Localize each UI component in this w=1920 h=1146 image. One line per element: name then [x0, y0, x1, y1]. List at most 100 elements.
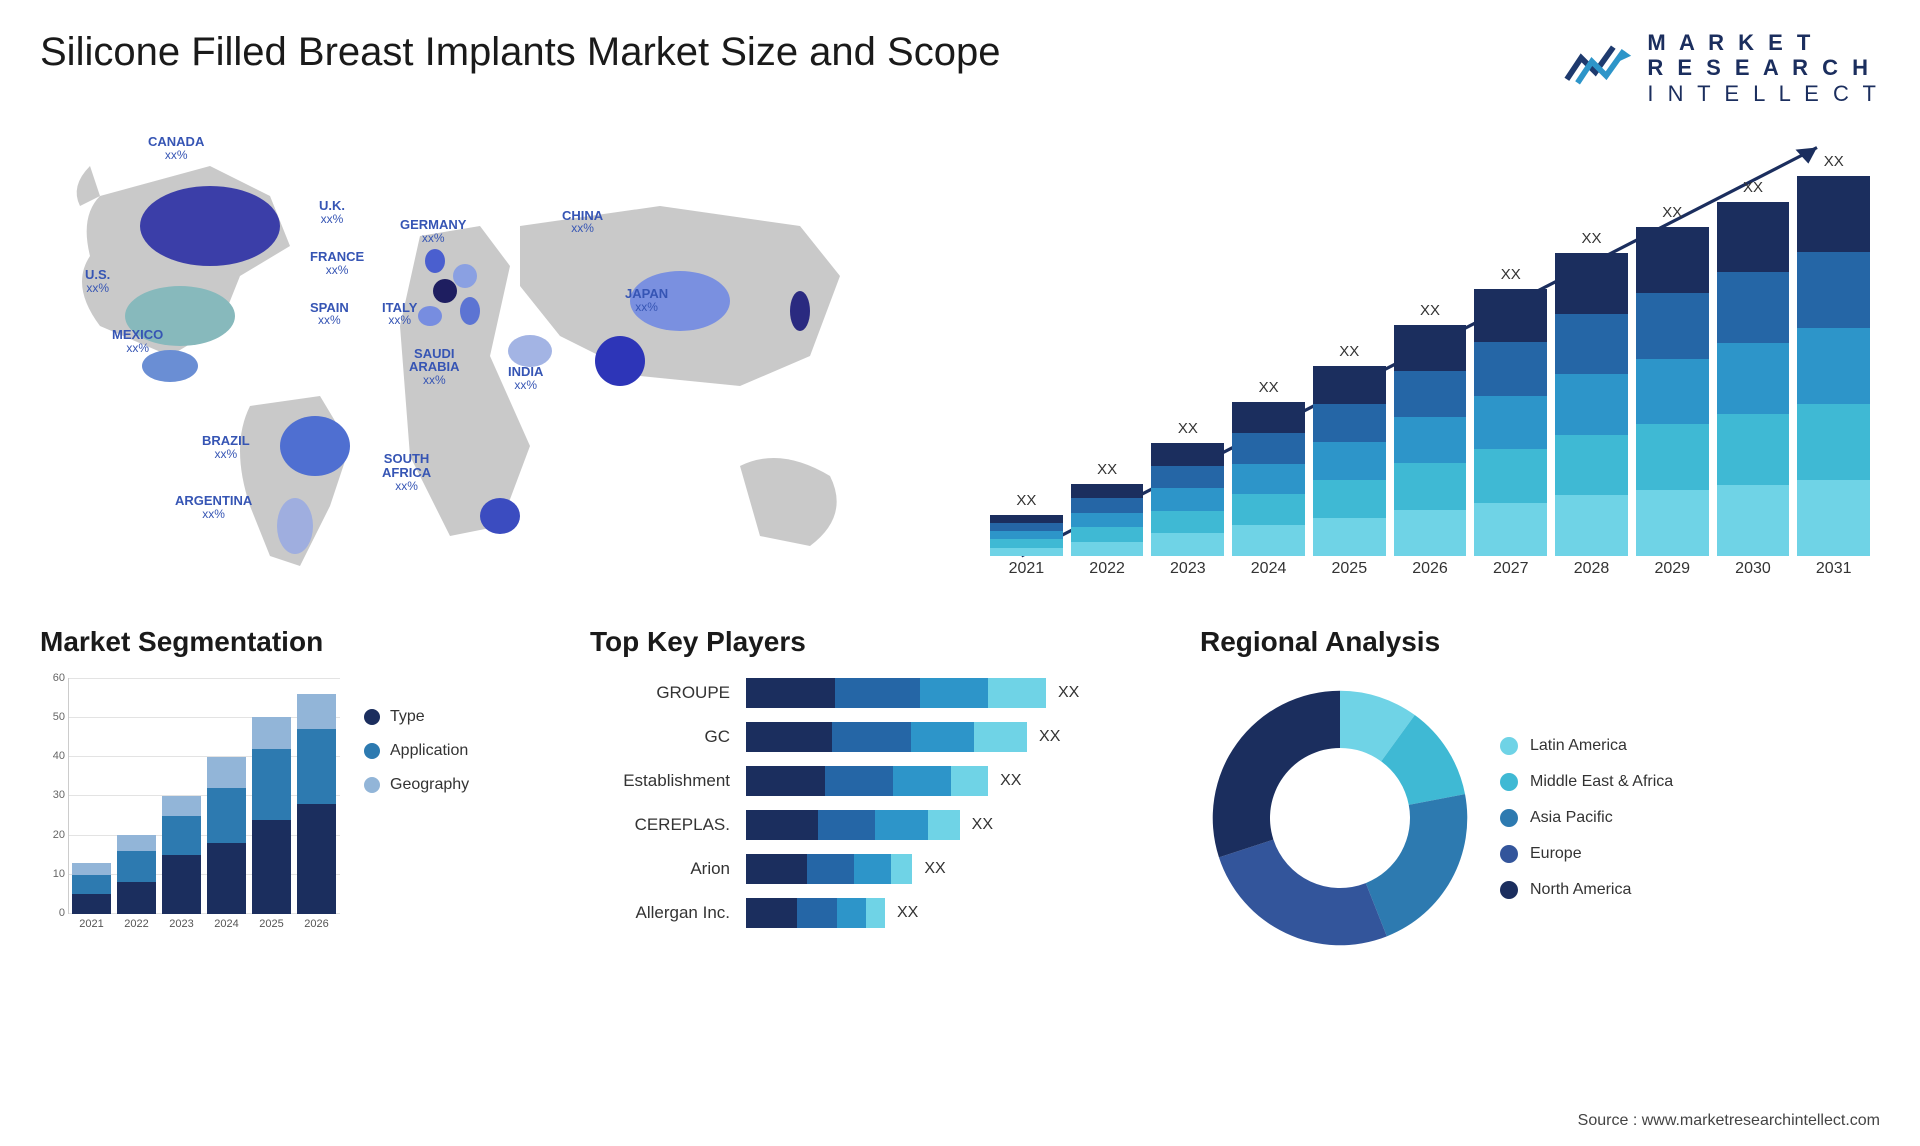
map-label-saudi-arabia: SAUDIARABIAxx%: [409, 347, 460, 387]
seg-bar-2022: [117, 835, 156, 914]
growth-chart: XXXXXXXXXXXXXXXXXXXXXX 20212022202320242…: [980, 126, 1880, 586]
map-label-brazil: BRAZILxx%: [202, 434, 250, 460]
seg-ytick: 30: [41, 789, 65, 801]
player-value: XX: [1000, 772, 1021, 790]
logo-text-2: R E S E A R C H: [1647, 55, 1880, 80]
growth-xlabel: 2028: [1555, 560, 1628, 586]
player-label: GC: [590, 722, 730, 752]
world-map-panel: CANADAxx%U.S.xx%MEXICOxx%BRAZILxx%ARGENT…: [40, 126, 940, 586]
seg-legend-item: Type: [364, 708, 469, 726]
map-country-japan: [790, 291, 810, 331]
segmentation-panel: Market Segmentation 0102030405060 202120…: [40, 626, 540, 958]
donut-legend-item: North America: [1500, 881, 1673, 899]
brand-logo: M A R K E T R E S E A R C H I N T E L L …: [1563, 30, 1880, 106]
legend-dot-icon: [364, 743, 380, 759]
donut-legend-item: Middle East & Africa: [1500, 773, 1673, 791]
player-value: XX: [1039, 728, 1060, 746]
growth-value-label: XX: [1178, 420, 1198, 437]
growth-value-label: XX: [1097, 461, 1117, 478]
player-label: Arion: [590, 854, 730, 884]
growth-value-label: XX: [1420, 302, 1440, 319]
growth-value-label: XX: [1501, 266, 1521, 283]
seg-bar-2023: [162, 796, 201, 914]
map-label-china: CHINAxx%: [562, 209, 603, 235]
growth-xlabel: 2025: [1313, 560, 1386, 586]
seg-ytick: 50: [41, 711, 65, 723]
map-country-germany: [453, 264, 477, 288]
donut-legend-item: Europe: [1500, 845, 1673, 863]
player-value: XX: [897, 904, 918, 922]
growth-value-label: XX: [1582, 230, 1602, 247]
player-row: XX: [746, 678, 1150, 708]
map-label-mexico: MEXICOxx%: [112, 328, 163, 354]
seg-xlabel: 2022: [117, 918, 156, 938]
growth-bar-2023: XX: [1151, 420, 1224, 556]
player-row: XX: [746, 854, 1150, 884]
source-text: Source : www.marketresearchintellect.com: [1578, 1112, 1880, 1130]
map-country-mexico: [142, 350, 198, 382]
growth-bar-2025: XX: [1313, 343, 1386, 556]
map-label-spain: SPAINxx%: [310, 301, 349, 327]
seg-xlabel: 2023: [162, 918, 201, 938]
map-country-saudi-arabia: [508, 335, 552, 367]
player-value: XX: [924, 860, 945, 878]
map-label-canada: CANADAxx%: [148, 135, 204, 161]
growth-xlabel: 2022: [1071, 560, 1144, 586]
map-label-u-k-: U.K.xx%: [319, 199, 345, 225]
growth-xlabel: 2026: [1394, 560, 1467, 586]
donut-panel: Regional Analysis Latin AmericaMiddle Ea…: [1200, 626, 1880, 958]
growth-xlabel: 2027: [1474, 560, 1547, 586]
map-country-italy: [460, 297, 480, 325]
map-country-canada: [140, 186, 280, 266]
player-label: CEREPLAS.: [590, 810, 730, 840]
growth-value-label: XX: [1662, 204, 1682, 221]
growth-value-label: XX: [1259, 379, 1279, 396]
seg-xlabel: 2021: [72, 918, 111, 938]
seg-ytick: 40: [41, 750, 65, 762]
seg-ytick: 60: [41, 672, 65, 684]
player-row: XX: [746, 810, 1150, 840]
map-label-france: FRANCExx%: [310, 250, 364, 276]
growth-value-label: XX: [1743, 179, 1763, 196]
logo-text-3: I N T E L L E C T: [1647, 81, 1880, 106]
legend-dot-icon: [1500, 845, 1518, 863]
player-value: XX: [1058, 684, 1079, 702]
players-panel: Top Key Players GROUPE GC Establishment CER…: [590, 626, 1150, 958]
segmentation-legend: TypeApplicationGeography: [364, 678, 469, 938]
page-title: Silicone Filled Breast Implants Market S…: [40, 30, 1563, 75]
map-label-italy: ITALYxx%: [382, 301, 417, 327]
player-row: XX: [746, 722, 1150, 752]
growth-value-label: XX: [1016, 492, 1036, 509]
growth-bar-2030: XX: [1717, 179, 1790, 556]
growth-bar-2029: XX: [1636, 204, 1709, 556]
growth-xlabel: 2021: [990, 560, 1063, 586]
logo-mark-icon: [1563, 40, 1635, 95]
segmentation-title: Market Segmentation: [40, 626, 540, 658]
legend-dot-icon: [1500, 809, 1518, 827]
growth-bar-2024: XX: [1232, 379, 1305, 556]
seg-xlabel: 2025: [252, 918, 291, 938]
seg-xlabel: 2026: [297, 918, 336, 938]
map-label-argentina: ARGENTINAxx%: [175, 494, 252, 520]
player-row: XX: [746, 898, 1150, 928]
seg-ytick: 0: [41, 907, 65, 919]
donut-legend-item: Asia Pacific: [1500, 809, 1673, 827]
growth-xlabel: 2031: [1797, 560, 1870, 586]
player-label: Allergan Inc.: [590, 898, 730, 928]
growth-xlabel: 2024: [1232, 560, 1305, 586]
player-label: Establishment: [590, 766, 730, 796]
donut-slice-asia-pacific: [1366, 794, 1468, 936]
seg-bar-2026: [297, 694, 336, 914]
growth-bar-2021: XX: [990, 492, 1063, 556]
map-country-u-k-: [425, 249, 445, 273]
growth-bar-2022: XX: [1071, 461, 1144, 556]
players-title: Top Key Players: [590, 626, 1150, 658]
player-label: GROUPE: [590, 678, 730, 708]
growth-bar-2028: XX: [1555, 230, 1628, 556]
legend-dot-icon: [1500, 773, 1518, 791]
map-country-south-africa: [480, 498, 520, 534]
growth-bar-2031: XX: [1797, 153, 1870, 556]
growth-bar-2027: XX: [1474, 266, 1547, 556]
growth-xlabel: 2029: [1636, 560, 1709, 586]
map-label-india: INDIAxx%: [508, 365, 543, 391]
